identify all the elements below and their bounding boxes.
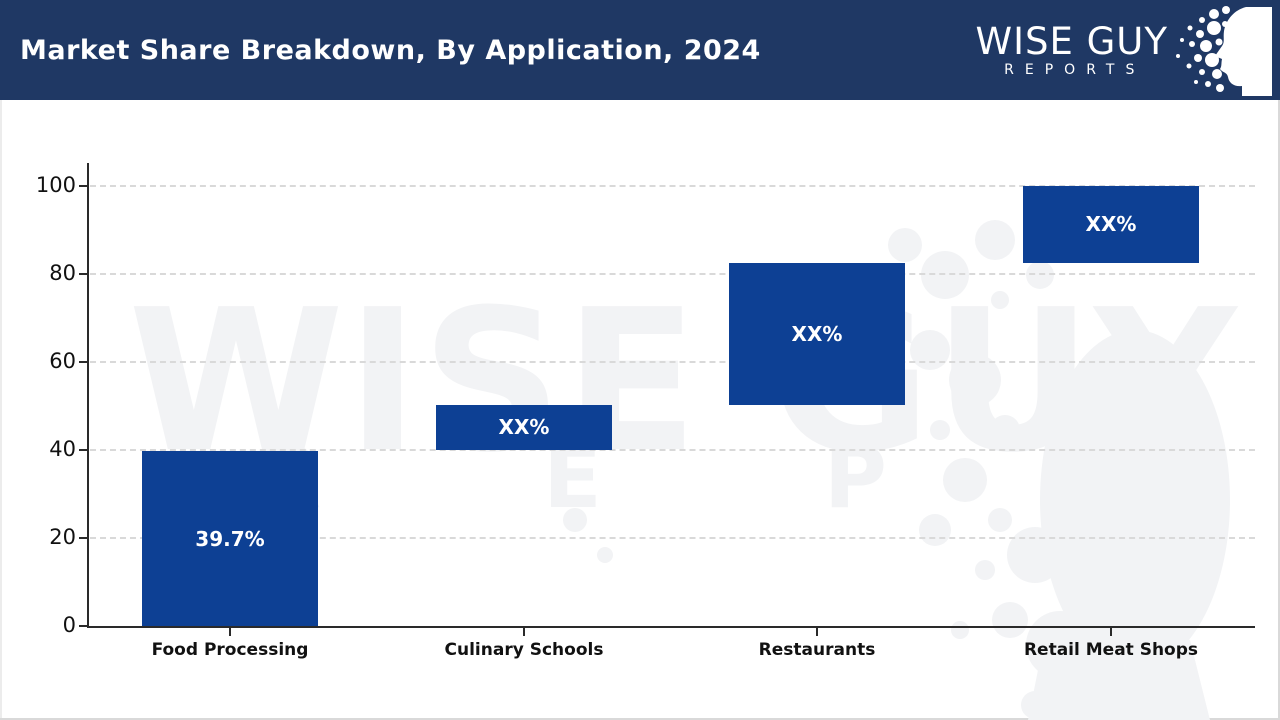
y-axis-tick-label: 80 <box>49 260 76 285</box>
y-axis-tick-label: 60 <box>49 348 76 373</box>
y-axis-tick-label: 0 <box>62 613 76 637</box>
header-bar: Market Share Breakdown, By Application, … <box>0 0 1280 100</box>
x-category-label: Culinary Schools <box>444 640 604 660</box>
logo-wordmark: WISE GUY <box>975 20 1168 63</box>
x-category-label: Retail Meat Shops <box>1023 640 1199 660</box>
x-axis-tick-mark <box>523 628 525 636</box>
gridline-100 <box>90 184 1255 187</box>
y-axis-tick-mark <box>79 625 88 627</box>
bar-value-label: XX% <box>791 322 843 347</box>
x-axis-tick-mark <box>816 628 818 636</box>
logo-face-icon <box>1176 6 1272 96</box>
gridline-40 <box>90 448 1255 451</box>
y-axis-tick-mark <box>79 360 88 363</box>
bar-food-processing: 39.7% <box>142 451 318 626</box>
y-axis-tick-label: 40 <box>49 436 76 461</box>
gridline-80 <box>90 272 1255 275</box>
y-axis-tick-mark <box>79 536 88 539</box>
bar-value-label: XX% <box>1085 212 1137 237</box>
page-title: Market Share Breakdown, By Application, … <box>20 34 761 66</box>
x-axis-tick-mark <box>1110 628 1112 636</box>
logo-subtext: REPORTS <box>1004 62 1146 78</box>
logo-text: WISE GUY REPORTS <box>976 23 1168 77</box>
x-axis-line <box>87 626 1255 628</box>
bar-culinary-schools: XX% <box>436 404 612 450</box>
bar-retail-meat-shops: XX% <box>1023 185 1199 264</box>
y-axis-tick-label: 100 <box>35 172 76 197</box>
wise-guy-reports-logo: WISE GUY REPORTS <box>976 4 1272 96</box>
y-axis-tick-mark <box>79 272 88 275</box>
gridline-20 <box>90 536 1255 539</box>
y-axis-line <box>87 163 89 628</box>
gridline-60 <box>90 360 1255 363</box>
y-axis-tick-label: 20 <box>49 524 76 549</box>
y-axis-tick-mark <box>79 184 88 187</box>
bar-value-label: XX% <box>498 415 550 440</box>
x-category-label: Food Processing <box>151 640 309 660</box>
y-axis-tick-mark <box>79 448 88 451</box>
x-category-label: Restaurants <box>758 640 876 660</box>
x-axis-tick-mark <box>229 628 231 636</box>
bar-value-label: 39.7% <box>195 526 265 551</box>
bar-restaurants: XX% <box>729 263 905 405</box>
